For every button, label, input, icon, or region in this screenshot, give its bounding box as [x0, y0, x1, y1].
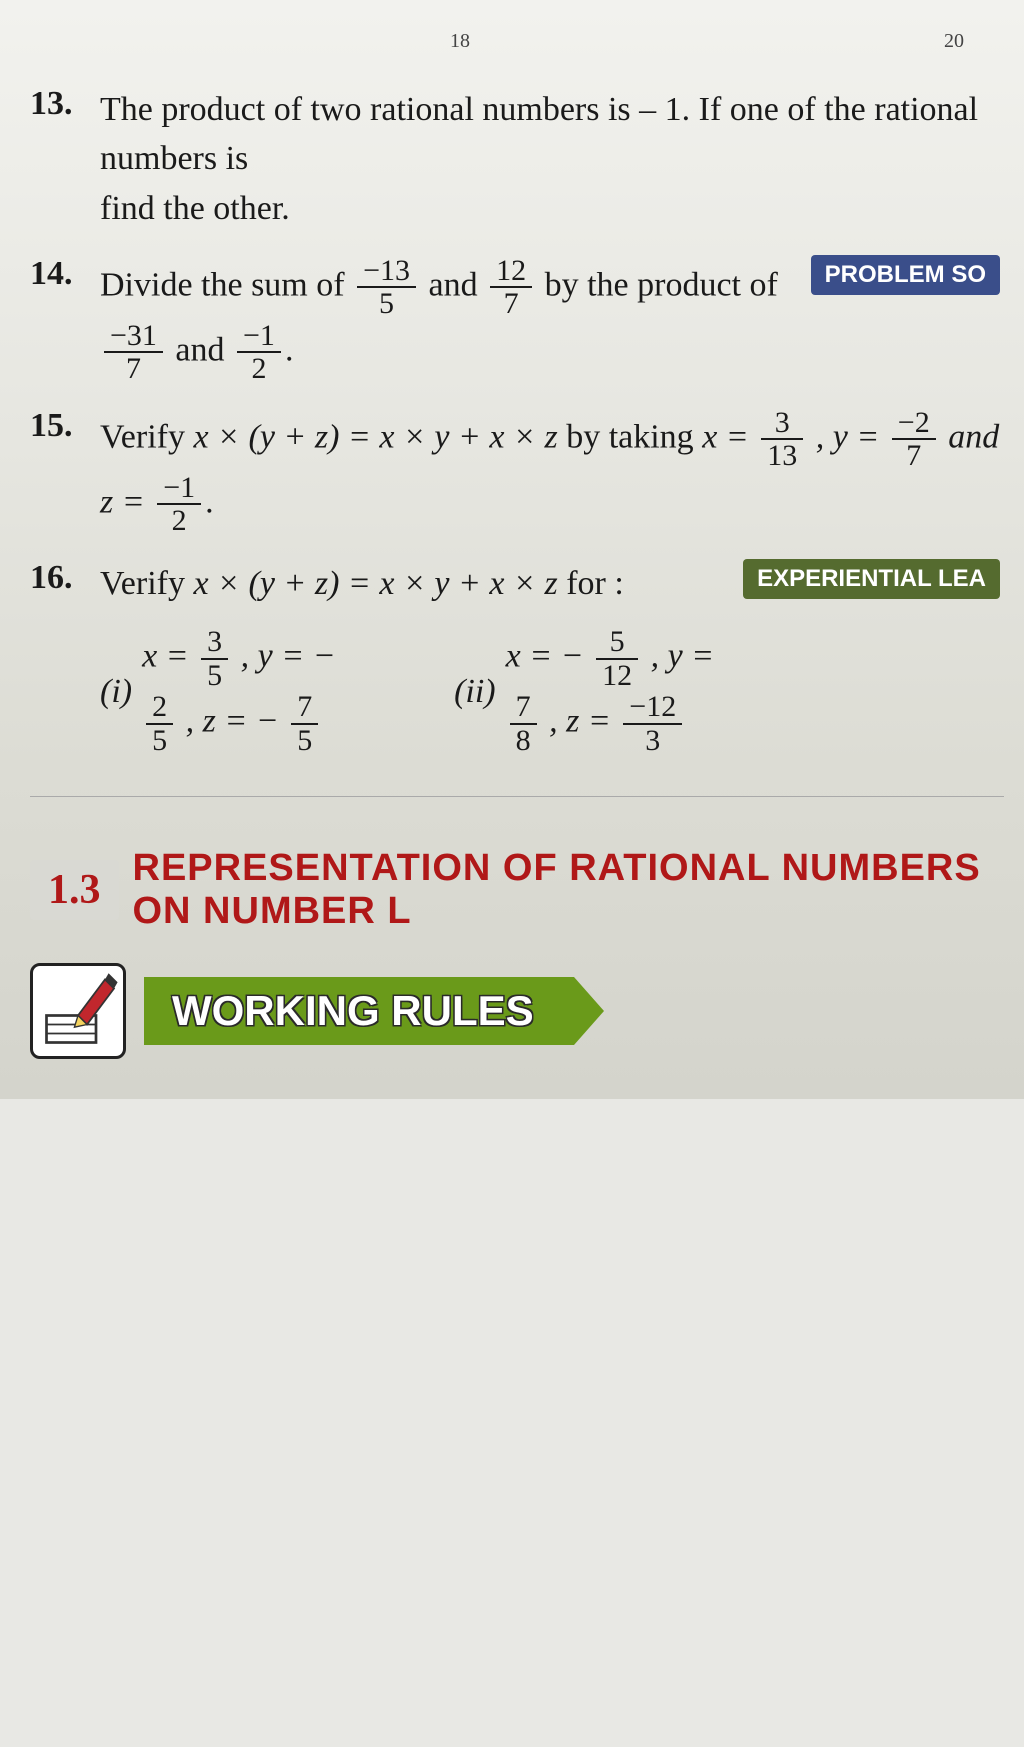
- page: 18 20 13. The product of two rational nu…: [0, 0, 1024, 1099]
- page-number-left: 18: [450, 30, 470, 53]
- q16-for: for :: [566, 565, 624, 602]
- q16-part-ii: (ii) x = − 5 12 , y = 7 8 , z =: [454, 626, 723, 756]
- working-rules-icon: [30, 963, 126, 1059]
- q15-lead: Verify: [100, 418, 193, 455]
- fraction-minus1-2: −1 2: [237, 320, 281, 385]
- question-number: 16.: [30, 559, 100, 597]
- question-16: 16. Verify x × (y + z) = x × y + x × z f…: [30, 559, 723, 756]
- section-number: 1.3: [30, 860, 119, 920]
- fraction-3-5: 3 5: [201, 626, 228, 691]
- q14-and1: and: [429, 266, 487, 303]
- experiential-learning-badge: EXPERIENTIAL LEA: [743, 559, 1000, 599]
- q16-expr: x × (y + z) = x × y + x × z: [193, 565, 557, 602]
- fraction-minus1-2b: −1 2: [157, 472, 201, 537]
- fraction-12-7: 12 7: [490, 255, 532, 320]
- part-label-ii: (ii): [454, 667, 496, 716]
- divider: [30, 796, 1004, 797]
- question-text: The product of two rational numbers is –…: [100, 85, 1004, 233]
- q15-by: by taking: [566, 418, 702, 455]
- q13-line-a: The product of two rational numbers is –…: [100, 91, 978, 177]
- q14-mid: by the product of: [545, 266, 778, 303]
- q16-lead: Verify: [100, 565, 193, 602]
- fraction-13-5: −13 5: [357, 255, 416, 320]
- question-13: 13. The product of two rational numbers …: [30, 85, 1004, 233]
- fraction-3-13: 3 13: [761, 407, 803, 472]
- q15-y: , y =: [816, 418, 888, 455]
- q14-and2: and: [175, 331, 233, 368]
- question-number: 15.: [30, 407, 100, 445]
- question-number: 13.: [30, 85, 100, 123]
- page-number-row: 18 20: [30, 30, 1004, 63]
- question-text: Verify x × (y + z) = x × y + x × z by ta…: [100, 407, 1004, 537]
- section-title: REPRESENTATION OF RATIONAL NUMBERS ON NU…: [133, 847, 1005, 933]
- fraction-7-5: 7 5: [291, 691, 318, 756]
- q15-x: x =: [702, 418, 757, 455]
- fraction-5-12: 5 12: [596, 626, 638, 691]
- q15-expr: x × (y + z) = x × y + x × z: [193, 418, 557, 455]
- page-number-right: 20: [944, 30, 964, 53]
- working-rules-row: WORKING RULES: [30, 963, 1004, 1059]
- q13-line-b: find the other.: [100, 190, 290, 227]
- q16-subparts: (i) x = 3 5 , y = − 2 5 , z = −: [100, 626, 723, 756]
- problem-solving-badge: PROBLEM SO: [811, 255, 1000, 295]
- fraction-2-5: 2 5: [146, 691, 173, 756]
- section-heading: 1.3 REPRESENTATION OF RATIONAL NUMBERS O…: [30, 847, 1004, 933]
- fraction-minus2-7: −2 7: [892, 407, 936, 472]
- question-number: 14.: [30, 255, 100, 293]
- working-rules-label: WORKING RULES: [144, 977, 574, 1045]
- question-text: Divide the sum of −13 5 and 12 7 by the …: [100, 255, 791, 385]
- part-label-i: (i): [100, 667, 132, 716]
- question-15: 15. Verify x × (y + z) = x × y + x × z b…: [30, 407, 1004, 537]
- fraction-minus31-7: −31 7: [104, 320, 163, 385]
- q14-lead: Divide the sum of: [100, 266, 353, 303]
- fraction-7-8: 7 8: [510, 691, 537, 756]
- fraction-minus12-3: −12 3: [623, 691, 682, 756]
- question-14: 14. Divide the sum of −13 5 and 12 7 by …: [30, 255, 791, 385]
- question-text: Verify x × (y + z) = x × y + x × z for :…: [100, 559, 723, 756]
- q16-part-i: (i) x = 3 5 , y = − 2 5 , z = −: [100, 626, 354, 756]
